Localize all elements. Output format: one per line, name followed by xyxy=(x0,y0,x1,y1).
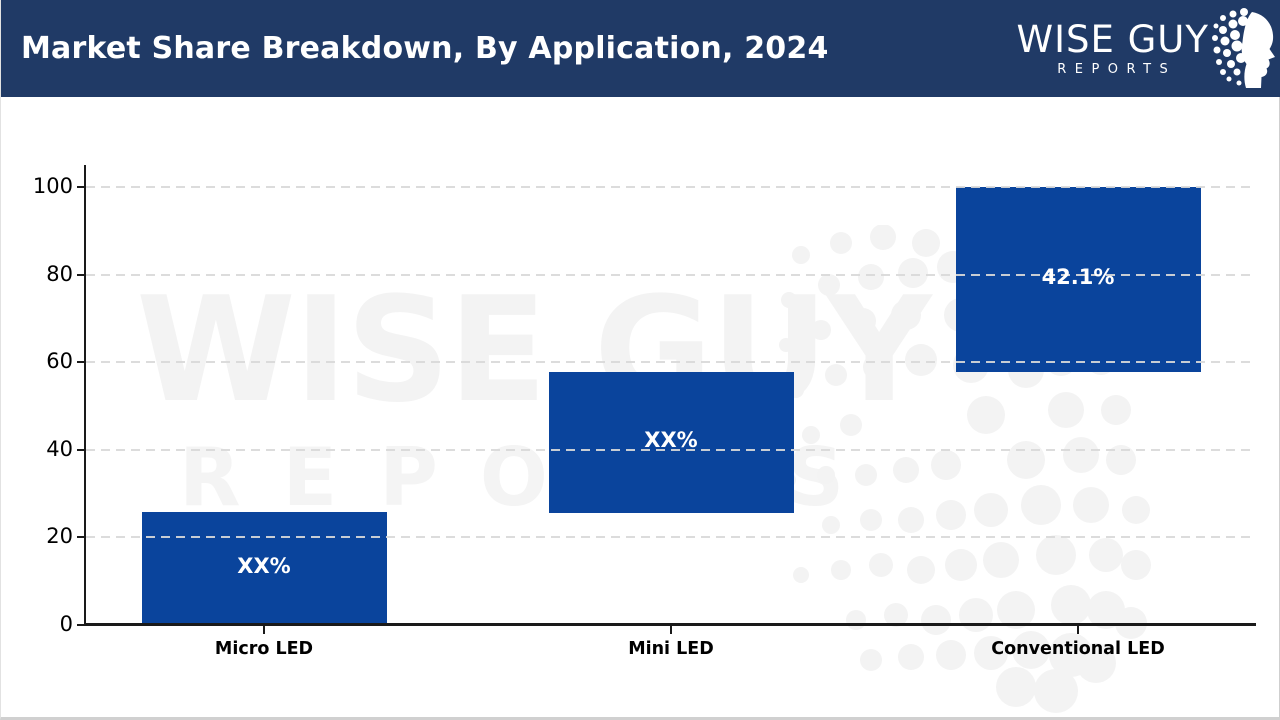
page-title: Market Share Breakdown, By Application, … xyxy=(21,31,829,66)
brand-logo-text: WISE GUY REPORTS xyxy=(1016,18,1209,77)
x-category-label-conventional-led: Conventional LED xyxy=(991,639,1165,659)
y-axis-line xyxy=(84,165,86,625)
x-axis-line xyxy=(85,623,1256,626)
brand-logo: WISE GUY REPORTS xyxy=(1017,5,1277,93)
y-tick-label-0: 0 xyxy=(59,612,73,636)
y-tick-mark-100 xyxy=(77,186,85,189)
y-tick-mark-20 xyxy=(77,536,85,539)
bar-value-label-conventional-led: 42.1% xyxy=(1041,265,1115,290)
x-tick-mark-conventional-led xyxy=(1077,626,1079,634)
gridline-40 xyxy=(86,448,1256,451)
y-tick-label-20: 20 xyxy=(46,524,73,549)
bar-value-label-mini-led: XX% xyxy=(644,428,698,453)
y-tick-mark-40 xyxy=(77,448,85,451)
y-tick-mark-80 xyxy=(77,273,85,276)
gridline-100 xyxy=(86,186,1256,189)
y-tick-label-60: 60 xyxy=(46,349,73,374)
bar-micro-led xyxy=(141,511,387,625)
x-tick-mark-mini-led xyxy=(670,626,672,634)
header-bar: Market Share Breakdown, By Application, … xyxy=(1,0,1280,97)
x-category-label-micro-led: Micro LED xyxy=(214,639,314,659)
x-tick-mark-micro-led xyxy=(263,626,265,634)
y-tick-label-40: 40 xyxy=(46,436,73,461)
dotted-face-profile-watermark xyxy=(779,225,1151,713)
bar-conventional-led xyxy=(955,187,1201,372)
brand-logo-line2: REPORTS xyxy=(1057,61,1177,77)
y-tick-mark-60 xyxy=(77,361,85,364)
gridline-80 xyxy=(86,273,1256,276)
x-category-label-mini-led: Mini LED xyxy=(628,639,714,659)
watermark-text-line1: WISE GUY xyxy=(136,266,932,435)
gridline-20 xyxy=(86,536,1256,539)
bar-mini-led xyxy=(548,371,794,513)
y-tick-mark-0 xyxy=(77,624,85,626)
y-tick-label-80: 80 xyxy=(46,261,73,286)
y-tick-label-100: 100 xyxy=(32,174,73,199)
dotted-face-profile-icon xyxy=(1212,8,1275,88)
brand-logo-line1: WISE GUY xyxy=(1016,18,1209,62)
gridline-60 xyxy=(86,361,1256,364)
bar-value-label-micro-led: XX% xyxy=(237,554,291,579)
